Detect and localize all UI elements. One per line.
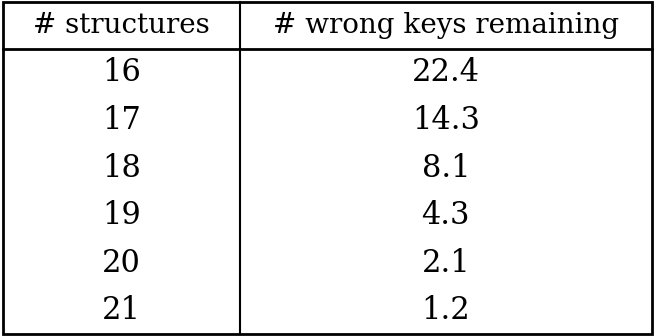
Text: 22.4: 22.4 xyxy=(412,57,480,88)
Text: 21: 21 xyxy=(102,295,141,326)
Text: 8.1: 8.1 xyxy=(422,153,470,183)
Text: 17: 17 xyxy=(102,105,141,136)
Text: 2.1: 2.1 xyxy=(421,248,470,279)
Text: # structures: # structures xyxy=(33,12,210,39)
Text: 19: 19 xyxy=(102,200,141,231)
Text: 4.3: 4.3 xyxy=(422,200,470,231)
Text: # wrong keys remaining: # wrong keys remaining xyxy=(272,12,619,39)
Text: 16: 16 xyxy=(102,57,141,88)
Text: 20: 20 xyxy=(102,248,141,279)
Text: 14.3: 14.3 xyxy=(412,105,480,136)
Text: 1.2: 1.2 xyxy=(421,295,470,326)
Text: 18: 18 xyxy=(102,153,141,183)
